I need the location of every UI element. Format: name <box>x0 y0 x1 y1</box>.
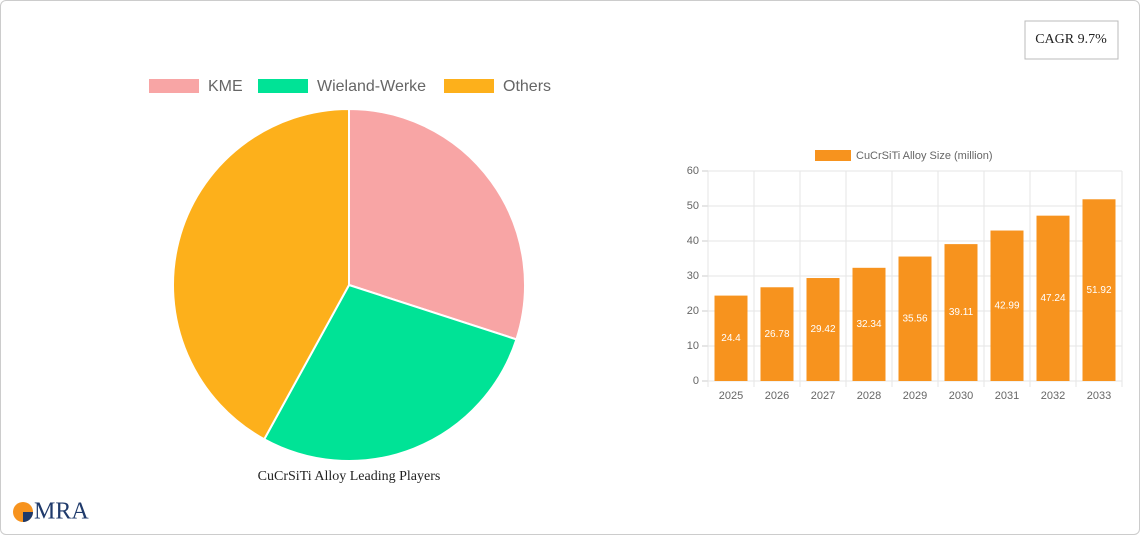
legend-swatch <box>444 79 494 93</box>
y-tick-label: 60 <box>687 165 699 177</box>
bar-value-label: 35.56 <box>902 313 927 324</box>
pie-slice <box>262 283 518 462</box>
y-tick-label: 10 <box>687 340 699 352</box>
x-tick-label: 2030 <box>949 390 973 402</box>
y-tick-label: 20 <box>687 305 699 317</box>
bar-value-label: 24.4 <box>721 333 741 344</box>
pie-slice <box>348 107 526 341</box>
bar <box>1036 215 1070 381</box>
bar-value-label: 39.11 <box>949 307 974 318</box>
legend-label: Others <box>503 78 551 95</box>
bar <box>944 244 978 381</box>
bar <box>852 267 886 381</box>
legend-label: Wieland-Werke <box>317 78 426 95</box>
x-tick-label: 2029 <box>903 390 927 402</box>
chart-caption: CuCrSiTi Alloy Leading Players <box>258 469 441 484</box>
bar-value-label: 32.34 <box>856 319 881 330</box>
x-tick-label: 2025 <box>719 390 743 402</box>
bar-value-label: 42.99 <box>994 300 1019 311</box>
legend-label: KME <box>208 78 243 95</box>
bar <box>760 287 794 381</box>
bar <box>898 256 932 381</box>
x-tick-label: 2031 <box>995 390 1019 402</box>
y-tick-label: 40 <box>687 235 699 247</box>
legend-swatch <box>149 79 199 93</box>
y-tick-label: 50 <box>687 200 699 212</box>
badge-box <box>1024 20 1119 60</box>
bar-value-label: 47.24 <box>1040 293 1065 304</box>
pie-slice <box>172 107 350 441</box>
y-tick-label: 0 <box>693 375 699 387</box>
legend-swatch <box>258 79 308 93</box>
x-tick-label: 2026 <box>765 390 789 402</box>
x-tick-label: 2028 <box>857 390 881 402</box>
cagr-badge: CAGR 9.7% <box>1035 32 1107 47</box>
bar-value-label: 29.42 <box>810 324 835 335</box>
logo-icon-part <box>23 512 33 522</box>
x-tick-label: 2032 <box>1041 390 1065 402</box>
legend-swatch <box>815 150 851 161</box>
logo: MRA <box>34 499 89 525</box>
bar <box>714 295 748 381</box>
legend-label: CuCrSiTi Alloy Size (million) <box>856 150 993 162</box>
bar <box>806 278 840 381</box>
x-tick-label: 2033 <box>1087 390 1111 402</box>
bar-value-label: 51.92 <box>1086 285 1111 296</box>
x-tick-label: 2027 <box>811 390 835 402</box>
bar <box>990 230 1024 381</box>
bar-value-label: 26.78 <box>764 329 789 340</box>
y-tick-label: 30 <box>687 270 699 282</box>
bar <box>1082 199 1116 381</box>
